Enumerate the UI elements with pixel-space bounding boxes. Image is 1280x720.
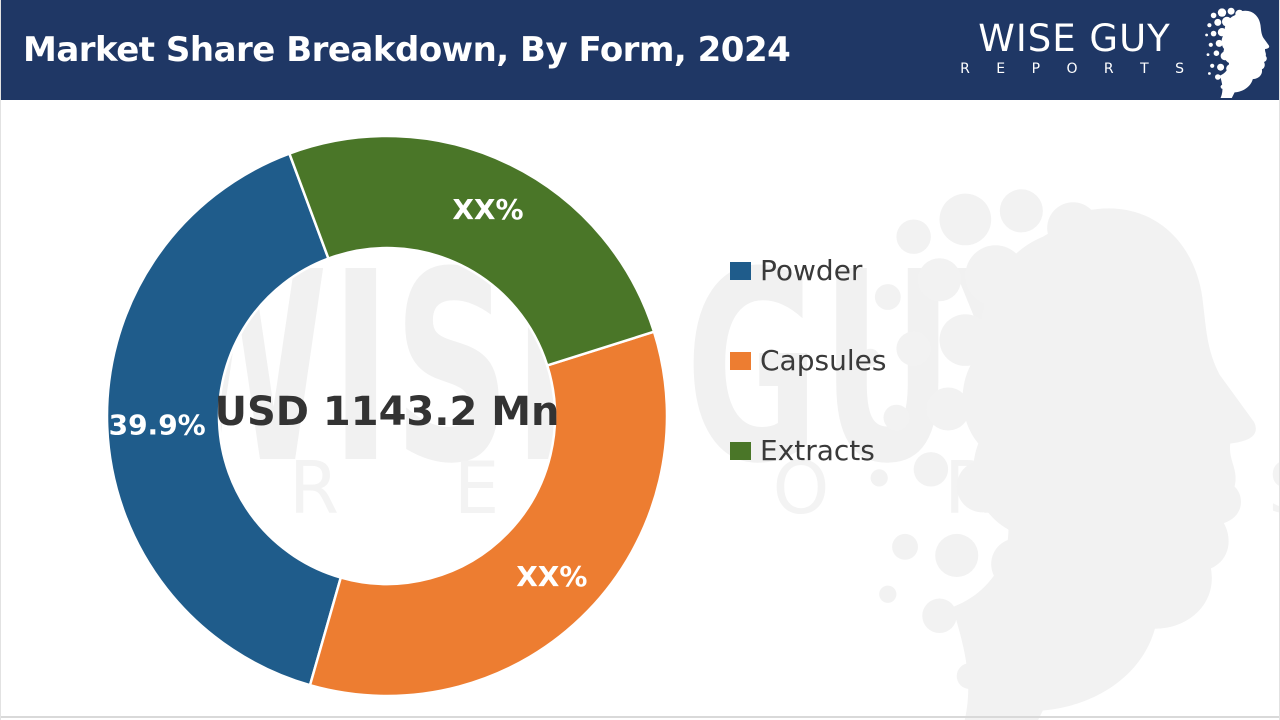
legend-swatch-powder <box>730 262 751 280</box>
pie-slice-label-capsules: XX% <box>516 560 587 593</box>
legend-item-capsules: Capsules <box>730 346 886 376</box>
donut-chart: 39.9% XX% XX% <box>105 134 669 698</box>
legend-item-powder: Powder <box>730 256 862 286</box>
header-bar: Market Share Breakdown, By Form, 2024 WI… <box>1 0 1279 100</box>
chart-area: WISE GUY R E P O R T S 39.9% XX% XX% USD 1… <box>1 100 1279 720</box>
pie-slice-label-extracts: XX% <box>452 193 523 226</box>
pie-slice-capsules <box>308 330 669 698</box>
chart-center-value: USD 1143.2 Mn <box>214 389 560 435</box>
face-profile-icon <box>1201 7 1271 98</box>
page-title: Market Share Breakdown, By Form, 2024 <box>23 30 791 70</box>
pie-slice-label-powder: 39.9% <box>109 408 206 441</box>
legend-label: Powder <box>760 254 863 287</box>
legend-label: Capsules <box>760 344 887 377</box>
wise-guy-reports-logo: WISE GUY R E P O R T S <box>960 3 1273 98</box>
logo-subtitle: R E P O R T S <box>960 61 1195 77</box>
pie-slice-powder <box>105 151 343 687</box>
legend-label: Extracts <box>760 434 875 467</box>
legend-item-extracts: Extracts <box>730 436 875 466</box>
logo-wordmark: WISE GUY <box>978 17 1171 60</box>
legend-swatch-extracts <box>730 442 751 460</box>
chart-legend: Powder Capsules Extracts <box>730 100 1050 720</box>
logo-text: WISE GUY R E P O R T S <box>954 17 1195 78</box>
bottom-divider <box>1 716 1279 718</box>
legend-swatch-capsules <box>730 352 751 370</box>
pie-slice-extracts <box>287 134 656 367</box>
